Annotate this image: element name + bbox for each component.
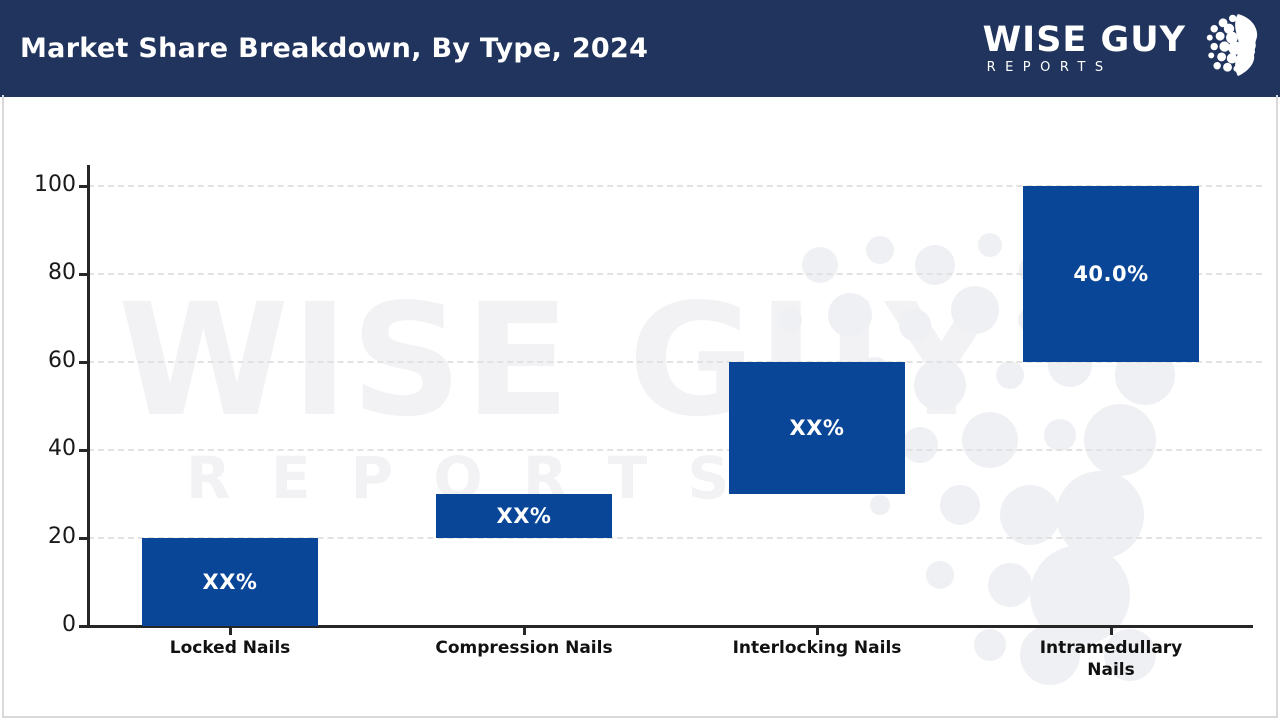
y-tick-60 [79,361,88,364]
y-tick-100 [79,185,88,188]
wise-guy-logo: WISE GUY REPORTS [983,8,1266,88]
y-tick-label: 60 [48,348,76,373]
page-title: Market Share Breakdown, By Type, 2024 [20,33,649,64]
y-tick-label: 20 [48,524,76,549]
bar-intramedullary-nails: 40.0% [1023,186,1199,362]
y-tick-label: 100 [34,172,76,197]
x-tick-0 [229,626,232,635]
logo-brand-text: WISE GUY [982,19,1186,60]
y-tick-20 [79,537,88,540]
y-tick-0 [79,625,88,628]
x-tick-3 [1110,626,1113,635]
gridline-60 [88,361,1262,363]
bar-value-label: XX% [496,504,552,528]
logo-text: WISE GUY REPORTS [983,21,1186,76]
x-tick-1 [523,626,526,635]
y-tick-80 [79,273,88,276]
bar-value-label: XX% [789,416,845,440]
y-tick-label: 40 [48,436,76,461]
gridline-80 [88,273,1262,275]
logo-face-icon [1206,13,1258,77]
x-category-label: Intramedullary Nails [1039,638,1183,680]
gridline-20 [88,537,1262,539]
gridline-40 [88,449,1262,451]
x-category-label: Interlocking Nails [732,638,902,658]
logo-sub-text: REPORTS [986,60,1113,76]
bar-compression-nails: XX% [436,494,612,538]
x-category-label: Locked Nails [169,638,291,658]
y-tick-40 [79,449,88,452]
bar-interlocking-nails: XX% [729,362,905,494]
bar-value-label: XX% [202,570,258,594]
bar-value-label: 40.0% [1073,262,1149,286]
y-tick-label: 80 [48,260,76,285]
y-axis-spine [87,165,90,628]
chart-area: WISE GUY R E P O R T S 0 20 40 60 80 100 XX% XX… [0,95,1280,720]
x-category-label: Compression Nails [435,638,613,658]
y-tick-label: 0 [62,612,76,637]
gridline-100 [88,185,1262,187]
bar-locked-nails: XX% [142,538,318,626]
plot-region: 0 20 40 60 80 100 XX% XX% XX% 40.0% Locked Nails Co… [0,97,1280,720]
x-axis-spine [88,625,1253,628]
x-tick-2 [816,626,819,635]
header-bar: Market Share Breakdown, By Type, 2024 WI… [0,0,1280,97]
